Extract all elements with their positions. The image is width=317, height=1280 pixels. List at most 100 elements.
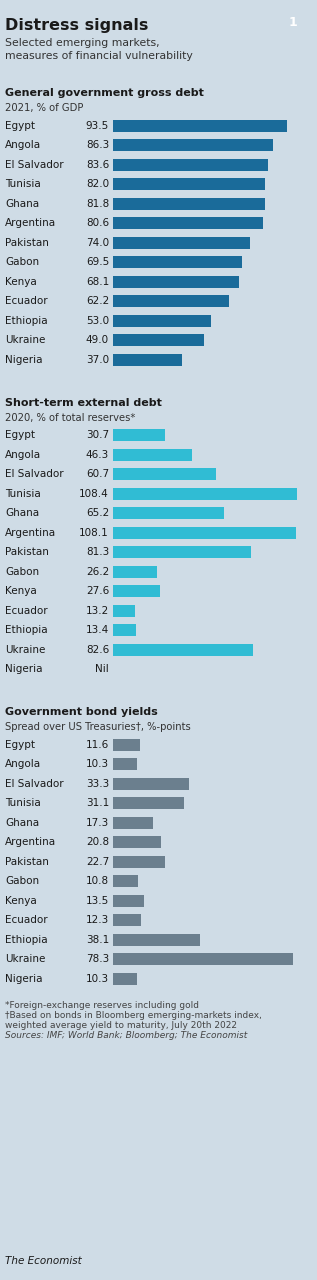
Text: *Foreign-exchange reserves including gold: *Foreign-exchange reserves including gol…	[5, 1001, 199, 1010]
Bar	[113, 585, 160, 598]
Text: 38.1: 38.1	[86, 934, 109, 945]
Text: 108.1: 108.1	[79, 527, 109, 538]
Bar	[113, 218, 263, 229]
Bar	[113, 256, 242, 269]
Text: 10.3: 10.3	[86, 974, 109, 984]
Bar	[113, 895, 144, 906]
Text: 62.2: 62.2	[86, 296, 109, 306]
Text: Ecuador: Ecuador	[5, 296, 48, 306]
Bar	[113, 547, 251, 558]
Bar	[113, 296, 229, 307]
Text: Argentina: Argentina	[5, 219, 56, 228]
Bar	[113, 739, 139, 751]
Text: 60.7: 60.7	[86, 470, 109, 479]
Bar	[113, 353, 182, 366]
Bar	[113, 526, 296, 539]
Text: Short-term external debt: Short-term external debt	[5, 398, 162, 407]
Text: Distress signals: Distress signals	[5, 18, 148, 33]
Text: Angola: Angola	[5, 759, 41, 769]
Text: Pakistan: Pakistan	[5, 856, 49, 867]
Bar	[113, 140, 273, 151]
Text: 81.8: 81.8	[86, 198, 109, 209]
Bar	[113, 836, 161, 849]
Text: Kenya: Kenya	[5, 586, 37, 596]
Text: Ecuador: Ecuador	[5, 915, 48, 925]
Text: Nil: Nil	[95, 664, 109, 675]
Text: Ethiopia: Ethiopia	[5, 316, 48, 325]
Text: 108.4: 108.4	[79, 489, 109, 499]
Text: 26.2: 26.2	[86, 567, 109, 577]
Text: 80.6: 80.6	[86, 219, 109, 228]
Text: Gabon: Gabon	[5, 877, 39, 886]
Text: Sources: IMF; World Bank; Bloomberg; The Economist: Sources: IMF; World Bank; Bloomberg; The…	[5, 1030, 247, 1039]
Bar	[113, 876, 138, 887]
Bar	[113, 954, 293, 965]
Text: 93.5: 93.5	[86, 120, 109, 131]
Text: 49.0: 49.0	[86, 335, 109, 346]
Text: Nigeria: Nigeria	[5, 355, 42, 365]
Text: 27.6: 27.6	[86, 586, 109, 596]
Text: Ecuador: Ecuador	[5, 605, 48, 616]
Text: Government bond yields: Government bond yields	[5, 707, 158, 717]
Text: 46.3: 46.3	[86, 449, 109, 460]
Bar	[113, 449, 191, 461]
Bar	[113, 275, 239, 288]
Text: 30.7: 30.7	[86, 430, 109, 440]
Text: El Salvador: El Salvador	[5, 778, 64, 788]
Text: Selected emerging markets,
measures of financial vulnerability: Selected emerging markets, measures of f…	[5, 38, 193, 61]
Text: 68.1: 68.1	[86, 276, 109, 287]
Text: 11.6: 11.6	[86, 740, 109, 750]
Bar	[113, 488, 297, 499]
Text: Argentina: Argentina	[5, 527, 56, 538]
Text: Spread over US Treasuries†, %-points: Spread over US Treasuries†, %-points	[5, 722, 191, 732]
Bar	[113, 468, 216, 480]
Bar	[113, 120, 287, 132]
Text: Pakistan: Pakistan	[5, 548, 49, 557]
Text: 13.5: 13.5	[86, 896, 109, 906]
Text: Ghana: Ghana	[5, 508, 39, 518]
Text: Tunisia: Tunisia	[5, 799, 41, 808]
Text: Pakistan: Pakistan	[5, 238, 49, 248]
Text: Angola: Angola	[5, 449, 41, 460]
Text: El Salvador: El Salvador	[5, 470, 64, 479]
Bar	[113, 429, 165, 442]
Bar	[113, 507, 223, 520]
Bar	[113, 625, 136, 636]
Text: 2021, % of GDP: 2021, % of GDP	[5, 102, 83, 113]
Text: 13.4: 13.4	[86, 625, 109, 635]
Text: Tunisia: Tunisia	[5, 489, 41, 499]
Bar	[113, 817, 153, 828]
Text: 83.6: 83.6	[86, 160, 109, 170]
Text: Gabon: Gabon	[5, 567, 39, 577]
Text: 33.3: 33.3	[86, 778, 109, 788]
Text: Ukraine: Ukraine	[5, 645, 45, 655]
Text: Argentina: Argentina	[5, 837, 56, 847]
Text: 22.7: 22.7	[86, 856, 109, 867]
Text: Kenya: Kenya	[5, 276, 37, 287]
Text: El Salvador: El Salvador	[5, 160, 64, 170]
Bar	[113, 315, 211, 326]
Text: 74.0: 74.0	[86, 238, 109, 248]
Text: Kenya: Kenya	[5, 896, 37, 906]
Text: 31.1: 31.1	[86, 799, 109, 808]
Text: 13.2: 13.2	[86, 605, 109, 616]
Text: Nigeria: Nigeria	[5, 974, 42, 984]
Bar	[113, 159, 268, 170]
Text: Egypt: Egypt	[5, 740, 35, 750]
Text: 65.2: 65.2	[86, 508, 109, 518]
Bar	[113, 197, 265, 210]
Text: 82.0: 82.0	[86, 179, 109, 189]
Text: Egypt: Egypt	[5, 430, 35, 440]
Text: 78.3: 78.3	[86, 955, 109, 964]
Text: weighted average yield to maturity, July 20th 2022: weighted average yield to maturity, July…	[5, 1020, 237, 1029]
Text: Egypt: Egypt	[5, 120, 35, 131]
Bar	[113, 644, 253, 655]
Text: Ukraine: Ukraine	[5, 955, 45, 964]
Text: Ghana: Ghana	[5, 818, 39, 828]
Bar	[113, 914, 141, 927]
Text: General government gross debt: General government gross debt	[5, 88, 204, 99]
Text: Ghana: Ghana	[5, 198, 39, 209]
Text: 53.0: 53.0	[86, 316, 109, 325]
Text: 17.3: 17.3	[86, 818, 109, 828]
Bar	[113, 933, 200, 946]
